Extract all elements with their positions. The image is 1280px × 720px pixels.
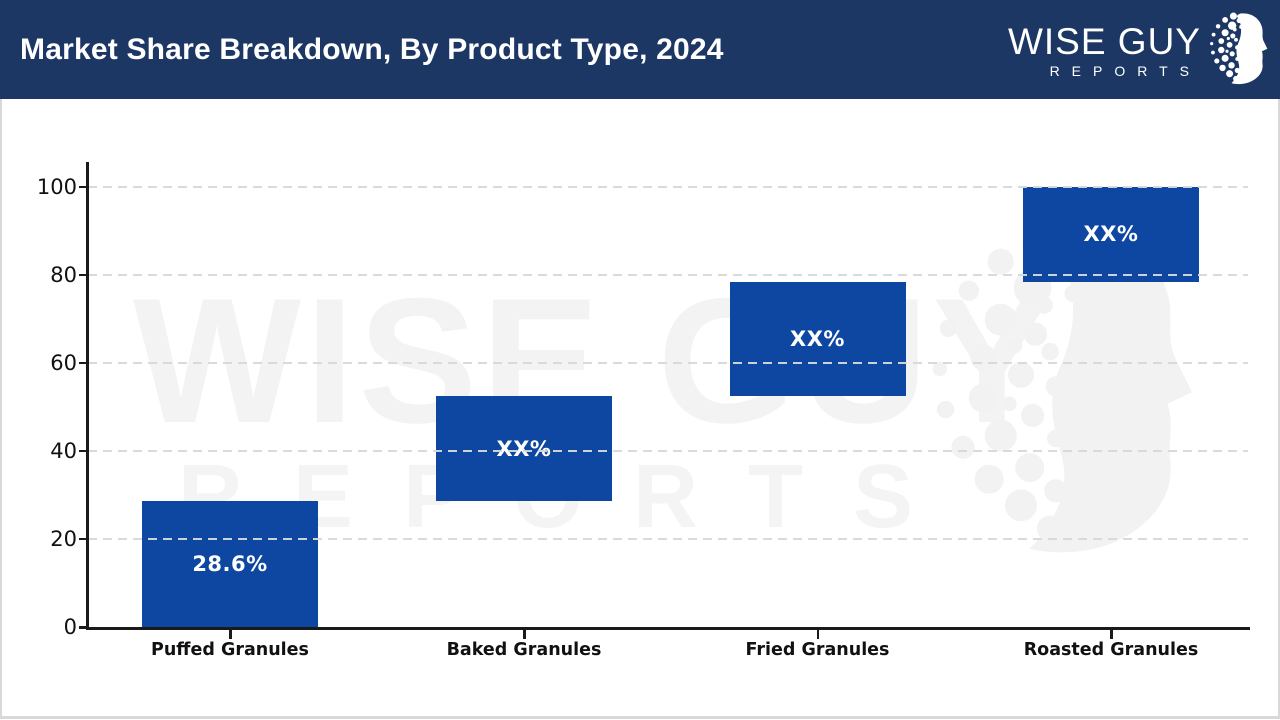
gridline — [88, 537, 1248, 540]
y-tick-label: 60 — [50, 350, 77, 375]
x-tick — [816, 630, 819, 639]
x-axis — [86, 627, 1250, 630]
brand-name: WISE GUY — [1007, 20, 1201, 62]
y-tick-label: 80 — [50, 262, 77, 287]
x-category-label: Roasted Granules — [1023, 640, 1199, 660]
y-tick-label: 20 — [50, 526, 77, 551]
brand-tagline: REPORTS — [1049, 62, 1201, 79]
brand-logo: WISE GUY REPORTS — [1008, 8, 1268, 92]
bar-value-label: 28.6% — [192, 552, 268, 576]
y-tick-label: 100 — [36, 174, 77, 199]
bar-value-label: XX% — [790, 327, 845, 352]
bar: XX% — [1023, 186, 1199, 283]
gridline — [88, 273, 1248, 276]
x-tick — [229, 630, 232, 639]
bar: 28.6% — [142, 501, 318, 627]
y-axis — [86, 162, 89, 630]
header-band: Market Share Breakdown, By Product Type,… — [0, 0, 1280, 99]
y-tick — [79, 185, 88, 188]
y-tick-label: 40 — [50, 438, 77, 463]
y-tick — [79, 273, 88, 277]
gridline — [88, 185, 1248, 188]
bar-value-label: XX% — [496, 436, 552, 461]
x-tick — [1110, 630, 1113, 639]
y-tick — [79, 626, 88, 629]
bar: XX% — [436, 396, 612, 501]
x-tick — [523, 630, 526, 639]
bar-value-label: XX% — [1083, 222, 1139, 247]
y-tick-label: 0 — [63, 615, 77, 639]
bar: XX% — [729, 282, 906, 397]
y-tick — [79, 449, 88, 453]
gridline — [88, 449, 1248, 452]
y-tick — [79, 537, 88, 541]
y-tick — [79, 361, 88, 365]
gridline — [88, 361, 1248, 364]
page-title: Market Share Breakdown, By Product Type,… — [20, 33, 724, 66]
x-category-label: Fried Granules — [745, 640, 890, 660]
x-category-label: Baked Granules — [446, 640, 602, 660]
x-category-label: Puffed Granules — [151, 640, 309, 660]
chart-body-frame — [0, 99, 1280, 719]
brand-logo-text: WISE GUY REPORTS — [1008, 23, 1201, 78]
brand-head-icon — [1204, 11, 1268, 89]
